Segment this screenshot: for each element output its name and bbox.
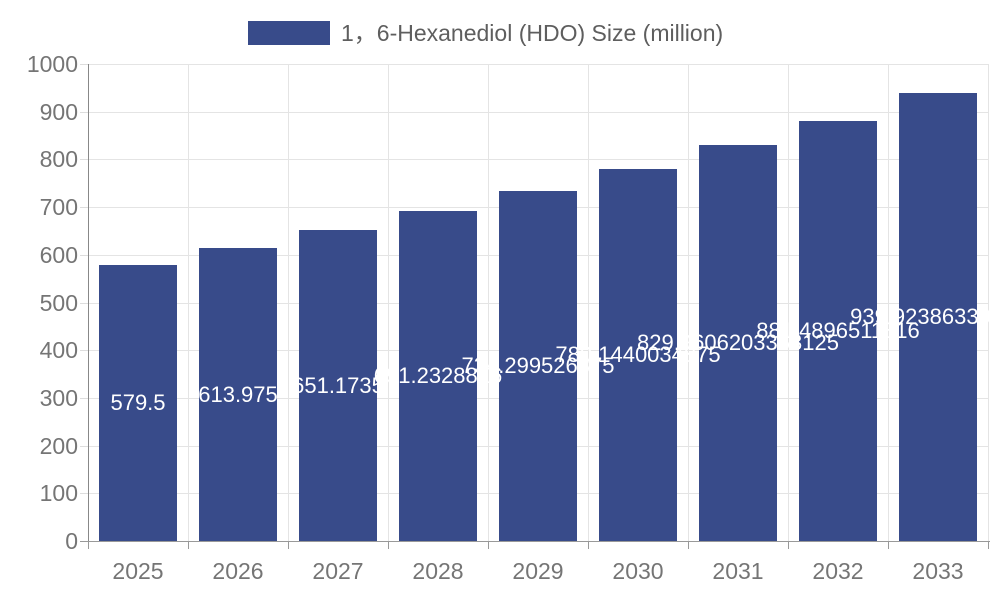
- x-axis-tick: [188, 541, 189, 549]
- h-gridline: [88, 111, 988, 113]
- y-axis-tick-label: 900: [39, 98, 78, 125]
- x-axis-tick: [288, 541, 289, 549]
- bar-2033[interactable]: [899, 92, 977, 541]
- v-gridline: [688, 64, 689, 541]
- x-axis-tick-label: 2030: [612, 558, 664, 584]
- x-axis-tick-label: 2032: [812, 558, 864, 584]
- legend-item[interactable]: 1，6-Hexanediol (HDO) Size (million): [248, 21, 723, 45]
- y-axis-tick: [80, 64, 88, 65]
- legend-label: 1，6-Hexanediol (HDO) Size (million): [341, 20, 724, 46]
- x-axis-tick: [788, 541, 789, 549]
- y-axis-tick-label: 400: [39, 337, 78, 364]
- x-axis-tick: [588, 541, 589, 549]
- x-axis-tick: [488, 541, 489, 549]
- y-axis-tick: [80, 159, 88, 161]
- v-gridline: [488, 64, 489, 541]
- bar-2029[interactable]: [499, 190, 577, 541]
- y-axis-tick-label: 1000: [26, 51, 78, 77]
- bar-2031[interactable]: [699, 145, 777, 541]
- v-gridline: [288, 64, 289, 541]
- v-gridline: [888, 64, 889, 541]
- bar-2025[interactable]: [99, 264, 177, 541]
- x-axis-tick-label: 2033: [912, 558, 964, 584]
- y-axis-tick-label: 500: [39, 289, 78, 316]
- bar-2030[interactable]: [599, 168, 677, 541]
- y-axis-tick: [80, 302, 88, 304]
- y-axis-line: [88, 64, 89, 541]
- y-axis-tick: [80, 397, 88, 399]
- y-axis-tick: [80, 445, 88, 447]
- y-axis-tick-label: 700: [39, 194, 78, 221]
- x-axis-tick: [888, 541, 889, 549]
- h-gridline: [88, 159, 988, 161]
- y-axis-tick: [80, 254, 88, 256]
- y-axis-tick-label: 200: [39, 432, 78, 459]
- y-axis-tick: [80, 207, 88, 209]
- x-axis-tick-label: 2029: [512, 558, 564, 584]
- bar-2027[interactable]: [299, 230, 377, 541]
- bar-2028[interactable]: [399, 211, 477, 541]
- v-gridline: [788, 64, 789, 541]
- x-axis-tick: [688, 541, 689, 549]
- y-axis-tick-label: 800: [39, 146, 78, 173]
- x-axis-tick-label: 2031: [712, 558, 764, 584]
- bar-2032[interactable]: [799, 120, 877, 541]
- bar-2026[interactable]: [199, 248, 277, 541]
- v-gridline: [388, 64, 389, 541]
- x-axis-tick-label: 2028: [412, 558, 464, 584]
- x-axis-line: [80, 541, 990, 542]
- x-axis-tick: [88, 541, 89, 549]
- y-axis-tick-label: 300: [39, 384, 78, 411]
- y-axis-tick: [80, 493, 88, 495]
- x-axis-tick: [388, 541, 389, 549]
- v-gridline: [588, 64, 589, 541]
- h-gridline: [88, 64, 988, 65]
- y-axis-tick: [80, 350, 88, 352]
- v-gridline: [188, 64, 189, 541]
- x-axis-tick-label: 2026: [212, 558, 264, 584]
- y-axis-tick-label: 0: [65, 528, 78, 554]
- legend-swatch: [248, 21, 330, 45]
- y-axis-tick: [80, 111, 88, 113]
- x-axis-tick-label: 2025: [112, 558, 164, 584]
- v-gridline: [988, 64, 989, 541]
- x-axis-tick-label: 2027: [312, 558, 364, 584]
- x-axis-tick: [988, 541, 989, 549]
- y-axis-tick-label: 600: [39, 241, 78, 268]
- y-axis-tick-label: 100: [39, 480, 78, 507]
